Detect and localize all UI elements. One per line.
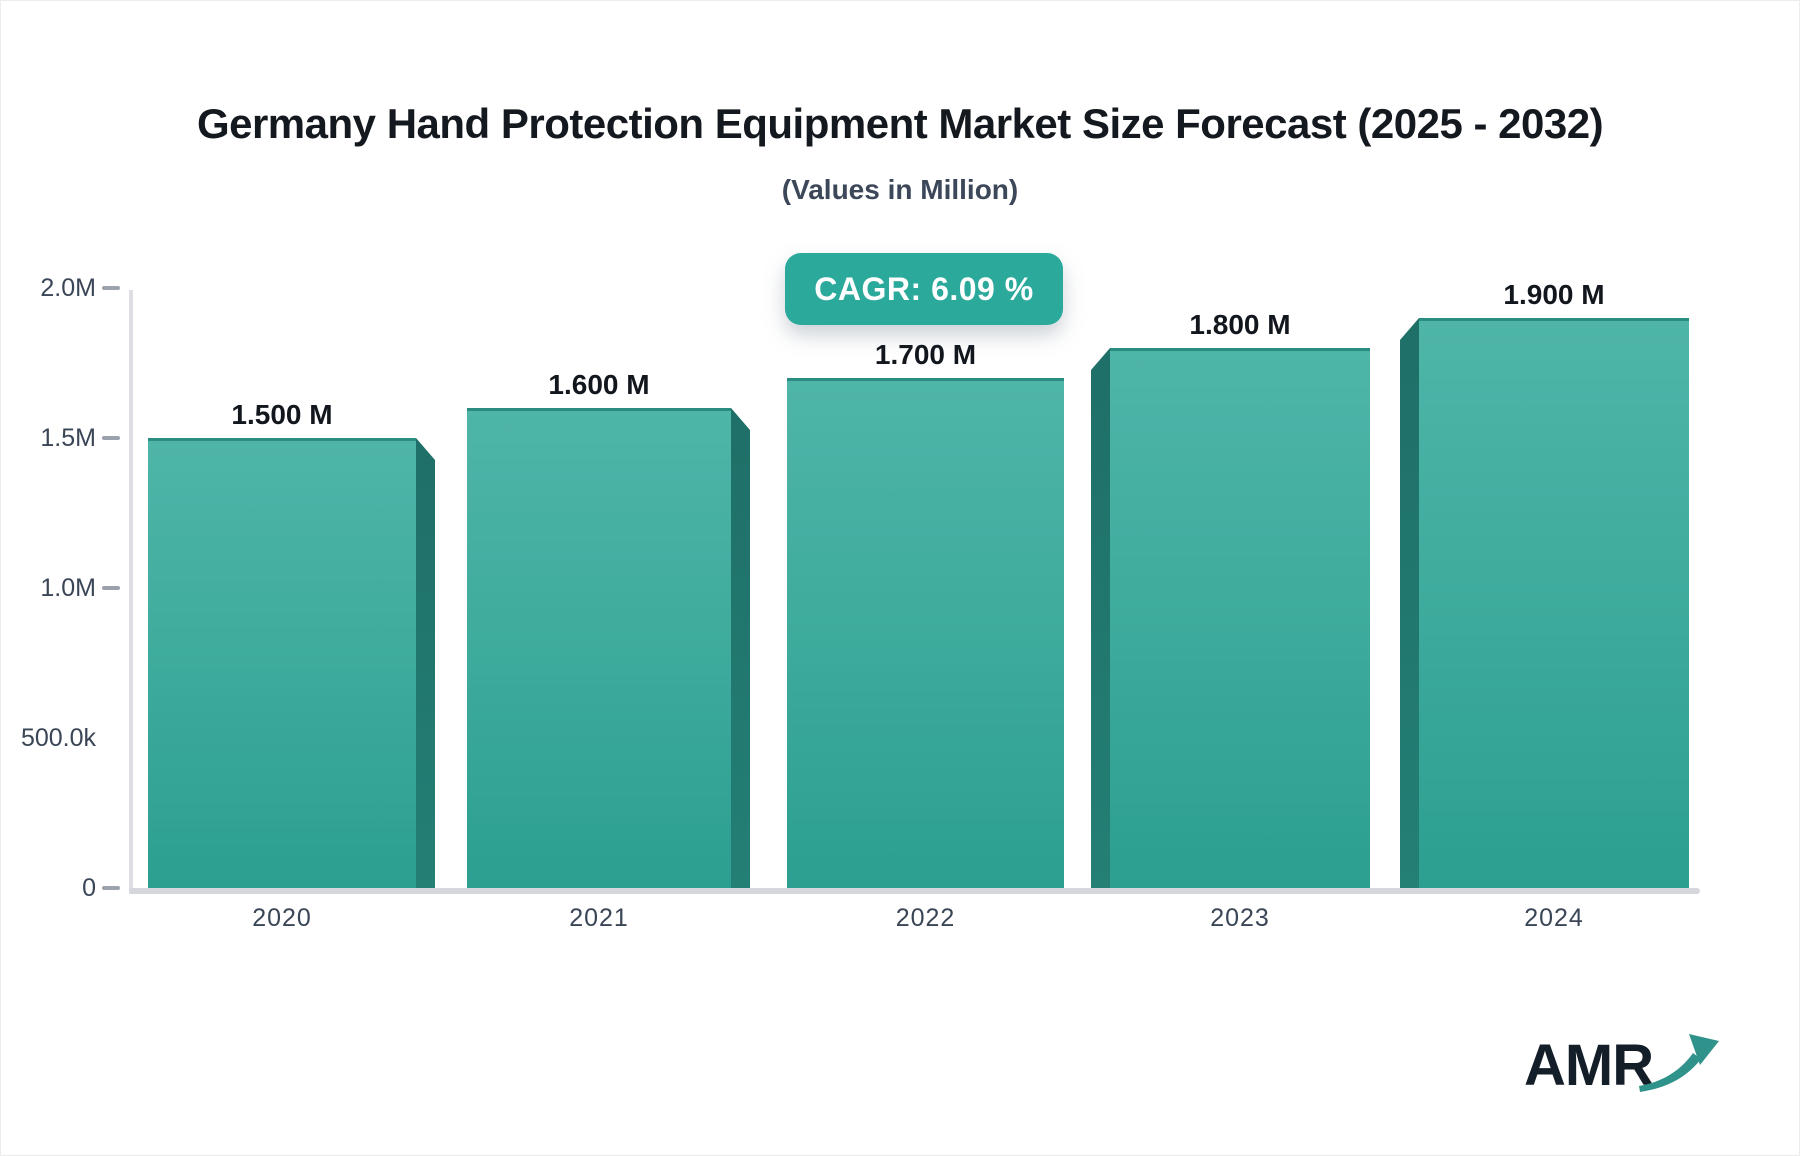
x-axis-label-2022: 2022	[895, 904, 956, 932]
y-tick-label: 1.0M	[40, 574, 96, 602]
bar-value-label: 1.900 M	[1503, 279, 1605, 310]
bar-side-face-2024	[1400, 318, 1419, 888]
bar-value-label: 1.800 M	[1189, 309, 1291, 340]
bar-2023[interactable]	[1110, 348, 1370, 888]
amr-logo: AMR	[1524, 1032, 1723, 1099]
y-axis-line	[129, 290, 133, 894]
bar-2024[interactable]	[1419, 318, 1689, 888]
y-tick-label: 500.0k	[20, 724, 96, 752]
x-axis-label-2020: 2020	[252, 904, 312, 932]
bar-side-face-2023	[1091, 348, 1110, 888]
bar-value-label: 1.600 M	[548, 369, 650, 400]
cagr-badge: CAGR: 6.09 %	[785, 253, 1063, 325]
bar-value-label: 1.700 M	[874, 339, 977, 370]
bar-side-face-2020	[416, 438, 435, 888]
y-tick-dash	[102, 586, 120, 590]
chart-subtitle: (Values in Million)	[781, 174, 1019, 205]
bar-2021[interactable]	[467, 408, 731, 888]
y-tick-label: 2.0M	[40, 274, 96, 302]
growth-arrow-icon	[1639, 1033, 1720, 1092]
y-tick-label: 0	[82, 874, 96, 902]
x-axis-label-2021: 2021	[569, 904, 629, 932]
y-tick-dash	[102, 286, 120, 290]
y-tick-dash	[102, 886, 120, 890]
bar-2022[interactable]	[787, 378, 1064, 888]
x-axis-label-2024: 2024	[1524, 904, 1584, 932]
bar-side-face-2021	[731, 408, 750, 888]
bar-2020[interactable]	[148, 438, 416, 888]
amr-logo-text: AMR	[1524, 1033, 1654, 1098]
bar-value-label: 1.500 M	[231, 399, 333, 430]
x-axis-label-2023: 2023	[1210, 904, 1270, 932]
y-tick-dash	[102, 436, 120, 440]
chart-title: Germany Hand Protection Equipment Market…	[196, 100, 1604, 147]
x-axis-baseline	[129, 888, 1700, 894]
y-tick-label: 1.5M	[40, 424, 96, 452]
